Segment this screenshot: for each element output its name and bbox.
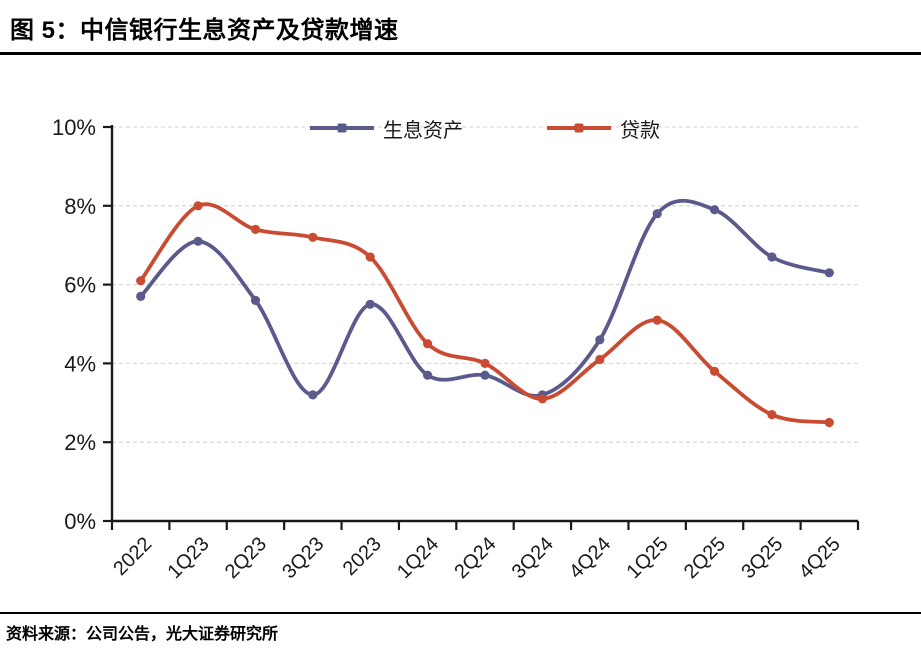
data-point-marker bbox=[480, 370, 490, 380]
data-point-marker bbox=[365, 252, 375, 262]
svg-text:4%: 4% bbox=[64, 351, 96, 376]
data-point-marker bbox=[423, 370, 433, 380]
data-point-marker bbox=[365, 299, 375, 309]
data-point-marker bbox=[480, 358, 490, 368]
footer-divider-rule bbox=[0, 612, 921, 614]
svg-text:2022: 2022 bbox=[109, 533, 156, 580]
svg-text:10%: 10% bbox=[52, 115, 96, 140]
x-axis-labels: 2022 1Q23 2Q23 3Q23 2023 1Q24 2Q24 3Q24 4Q24 1Q25… bbox=[109, 533, 845, 583]
data-point-marker bbox=[652, 315, 662, 325]
gridlines bbox=[112, 126, 858, 443]
axes bbox=[110, 125, 858, 523]
data-point-marker bbox=[824, 417, 834, 428]
data-point-marker bbox=[136, 276, 146, 286]
svg-text:2%: 2% bbox=[64, 430, 96, 455]
chart-area: 0% 2% 4% 6% 8% 10% 2022 1Q23 2Q23 3Q23 2023 1Q24 2Q2… bbox=[0, 56, 921, 610]
svg-text:1Q24: 1Q24 bbox=[393, 533, 443, 583]
x-axis-ticks bbox=[110, 521, 860, 530]
svg-text:1Q23: 1Q23 bbox=[163, 533, 213, 583]
svg-text:6%: 6% bbox=[64, 273, 96, 298]
svg-text:8%: 8% bbox=[64, 194, 96, 219]
data-point-marker bbox=[767, 410, 777, 420]
svg-text:2023: 2023 bbox=[339, 533, 386, 580]
data-point-marker bbox=[537, 394, 548, 404]
y-axis-ticks-labels: 0% 2% 4% 6% 8% 10% bbox=[52, 115, 112, 534]
data-point-marker bbox=[136, 291, 146, 301]
title-divider-rule bbox=[0, 52, 921, 55]
svg-text:3Q25: 3Q25 bbox=[737, 533, 787, 583]
series-0 bbox=[136, 198, 834, 400]
data-point-marker bbox=[250, 224, 261, 234]
data-point-marker bbox=[595, 335, 605, 345]
svg-text:4Q24: 4Q24 bbox=[565, 533, 615, 583]
svg-text:4Q25: 4Q25 bbox=[795, 533, 845, 583]
data-point-marker bbox=[824, 268, 834, 278]
data-point-marker bbox=[193, 201, 203, 211]
figure-title: 图 5：中信银行生息资产及贷款增速 bbox=[10, 17, 399, 44]
svg-text:2Q24: 2Q24 bbox=[450, 533, 500, 583]
data-point-marker bbox=[709, 366, 720, 376]
svg-text:3Q23: 3Q23 bbox=[278, 533, 328, 583]
data-point-marker bbox=[423, 339, 433, 349]
svg-text:2Q23: 2Q23 bbox=[221, 533, 271, 583]
data-point-marker bbox=[308, 232, 318, 242]
data-point-marker bbox=[595, 354, 605, 365]
source-attribution: 资料来源：公司公告，光大证券研究所 bbox=[6, 626, 279, 643]
data-point-marker bbox=[767, 252, 777, 262]
data-point-marker bbox=[308, 390, 318, 400]
series-1 bbox=[136, 201, 834, 428]
svg-text:0%: 0% bbox=[64, 509, 96, 534]
data-point-marker bbox=[193, 236, 203, 246]
svg-text:1Q25: 1Q25 bbox=[623, 533, 673, 583]
data-point-marker bbox=[709, 205, 720, 215]
svg-text:3Q24: 3Q24 bbox=[508, 533, 558, 583]
data-point-marker bbox=[652, 209, 662, 219]
data-point-marker bbox=[250, 295, 261, 305]
svg-text:2Q25: 2Q25 bbox=[680, 533, 730, 583]
